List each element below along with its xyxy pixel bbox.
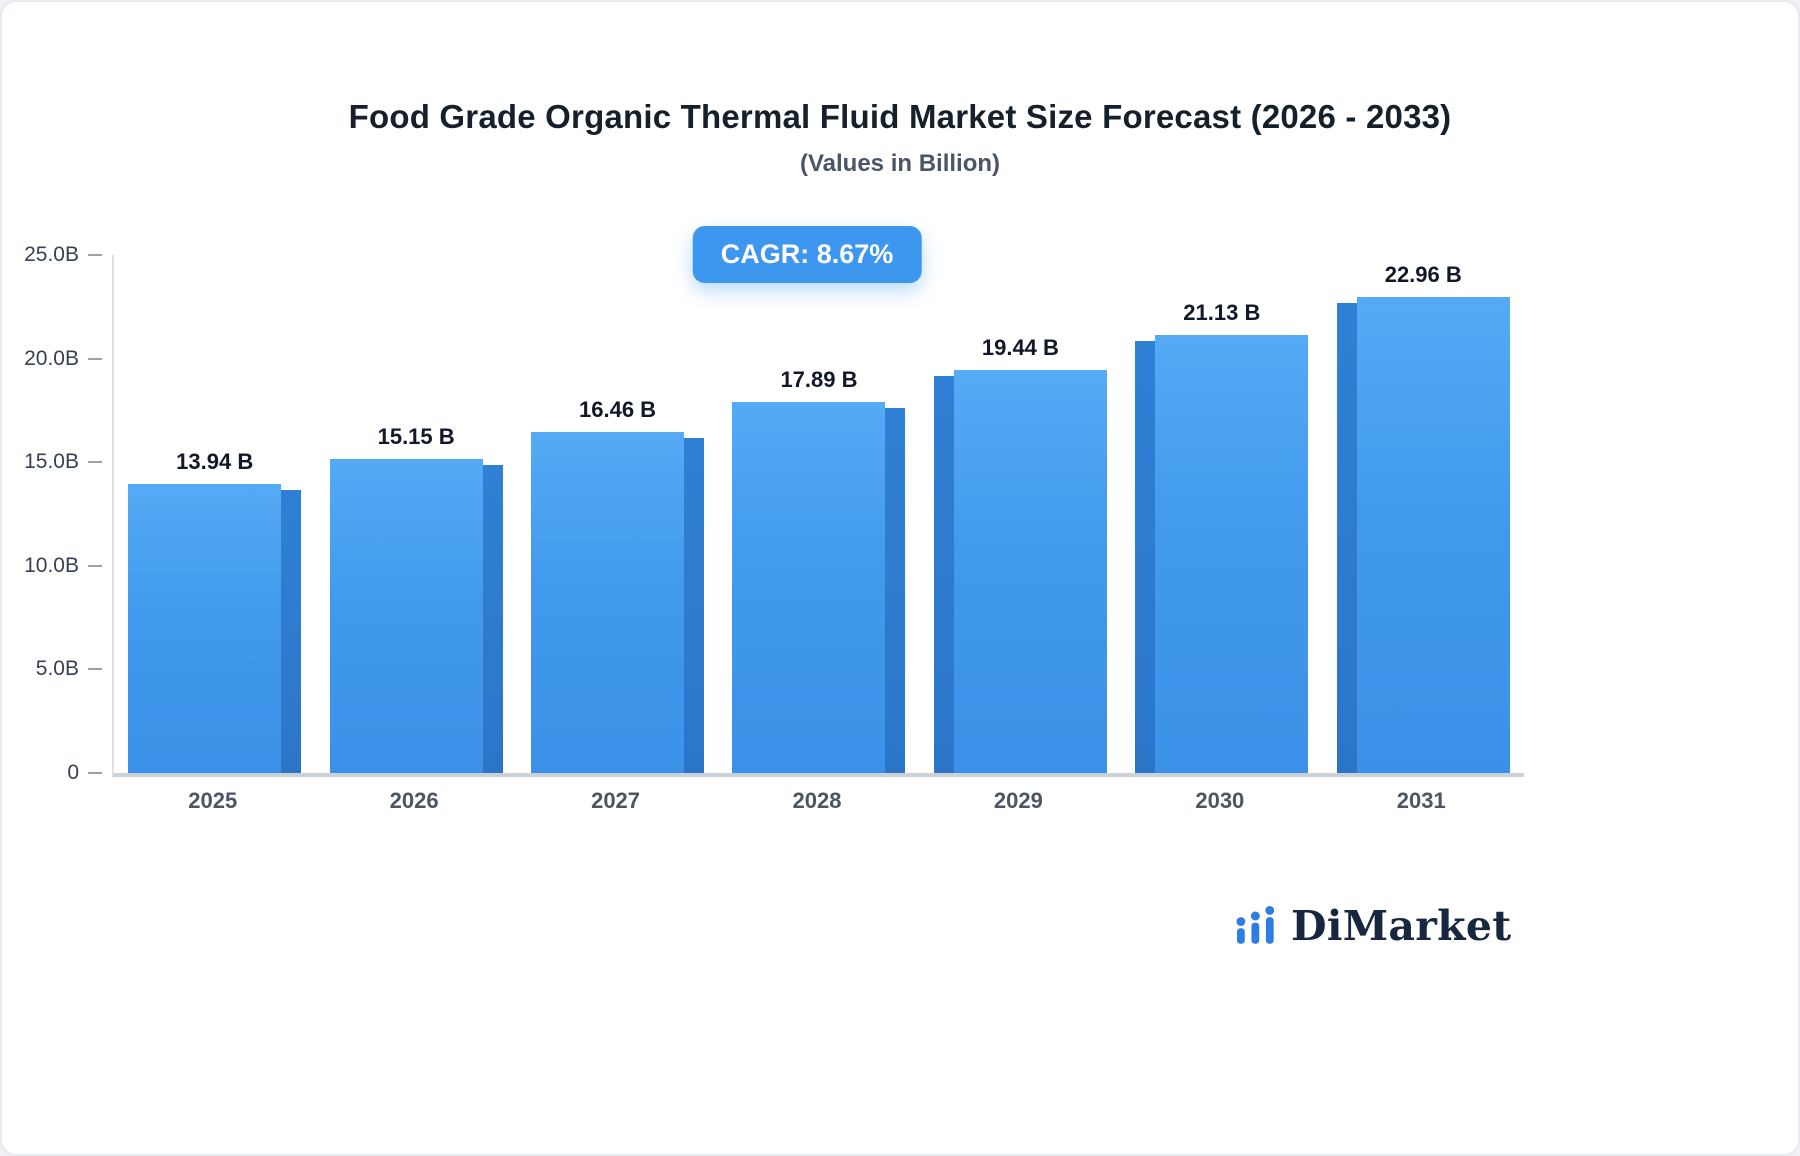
bar[interactable] [128,484,302,773]
bar-side-shade [933,376,954,773]
bar-face [953,370,1107,773]
bar-side-shade [482,465,503,773]
x-axis: 2025 2026 2027 2028 2029 2030 2031 [112,788,1522,814]
bar-group: 21.13 B [1121,255,1322,773]
bar[interactable] [531,431,705,773]
bar-group: 15.15 B [315,255,516,773]
y-tick: 10.0B [24,553,102,577]
brand-logo: DiMarket [1234,902,1512,950]
bar-group: 13.94 B [114,255,315,773]
bar-face [128,484,282,773]
y-tick-label: 5.0B [35,657,79,681]
x-axis-label: 2031 [1396,788,1446,813]
bar-value-label: 13.94 B [176,449,254,475]
chart-subtitle: (Values in Billion) [799,150,1001,177]
y-tick: 15.0B [24,450,102,474]
bar-face [1155,335,1309,773]
y-tick: 25.0B [24,243,102,266]
x-axis-label: 2030 [1195,788,1245,813]
bar[interactable] [732,402,906,773]
y-tick-mark [88,357,102,360]
y-tick-label: 0 [67,761,79,784]
bar-group: 17.89 B [718,255,919,773]
bar[interactable] [329,459,503,773]
bar-face [531,431,685,773]
y-tick-mark [88,461,102,464]
bar-side-shade [1135,341,1156,773]
x-axis-label: 2025 [188,788,238,813]
bar[interactable] [933,370,1107,773]
x-axis-label: 2027 [591,788,641,813]
y-tick-label: 10.0B [24,553,79,577]
bar[interactable] [1336,297,1510,773]
chart-title: Food Grade Organic Thermal Fluid Market … [348,98,1452,135]
x-axis-label: 2029 [993,788,1043,813]
bar-value-label: 22.96 B [1384,262,1462,288]
bar-value-label: 15.15 B [377,424,455,450]
y-tick-mark [88,254,102,256]
y-tick-mark [88,668,102,671]
bar-group: 16.46 B [517,255,718,773]
y-tick: 20.0B [24,346,102,370]
cagr-badge: CAGR: 8.67% [692,226,922,283]
y-tick-mark [88,772,102,774]
y-tick: 5.0B [35,657,102,681]
brand-name: DiMarket [1291,902,1512,950]
bar-face [329,459,483,773]
y-tick-mark [88,564,102,567]
bar-side-shade [1336,303,1357,773]
y-tick-label: 20.0B [24,346,79,370]
plot-area: 13.94 B 15.15 B 16.46 B 17.89 B 19.44 B 21.13… [112,255,1524,777]
y-axis: 25.0B 20.0B 15.0B 10.0B 5.0B 0 [2,243,102,784]
bar-group: 22.96 B [1323,255,1524,773]
bar-side-shade [281,490,302,773]
dimarket-bars-icon [1236,906,1275,944]
bar-value-label: 21.13 B [1183,300,1261,326]
bar-face [732,402,886,773]
bar-side-shade [684,437,705,773]
x-axis-label: 2028 [792,788,842,813]
y-tick-label: 25.0B [24,243,79,266]
bar[interactable] [1135,335,1309,773]
bar-value-label: 16.46 B [579,396,657,422]
bars-row: 13.94 B 15.15 B 16.46 B 17.89 B 19.44 B 21.13… [114,255,1524,773]
bar-side-shade [885,408,906,773]
y-tick-label: 15.0B [24,450,79,474]
bar-value-label: 17.89 B [780,367,858,393]
y-tick: 0 [67,761,102,784]
bar-group: 19.44 B [920,255,1121,773]
bar-face [1356,297,1510,773]
x-axis-label: 2026 [389,788,439,813]
bar-value-label: 19.44 B [981,335,1059,361]
